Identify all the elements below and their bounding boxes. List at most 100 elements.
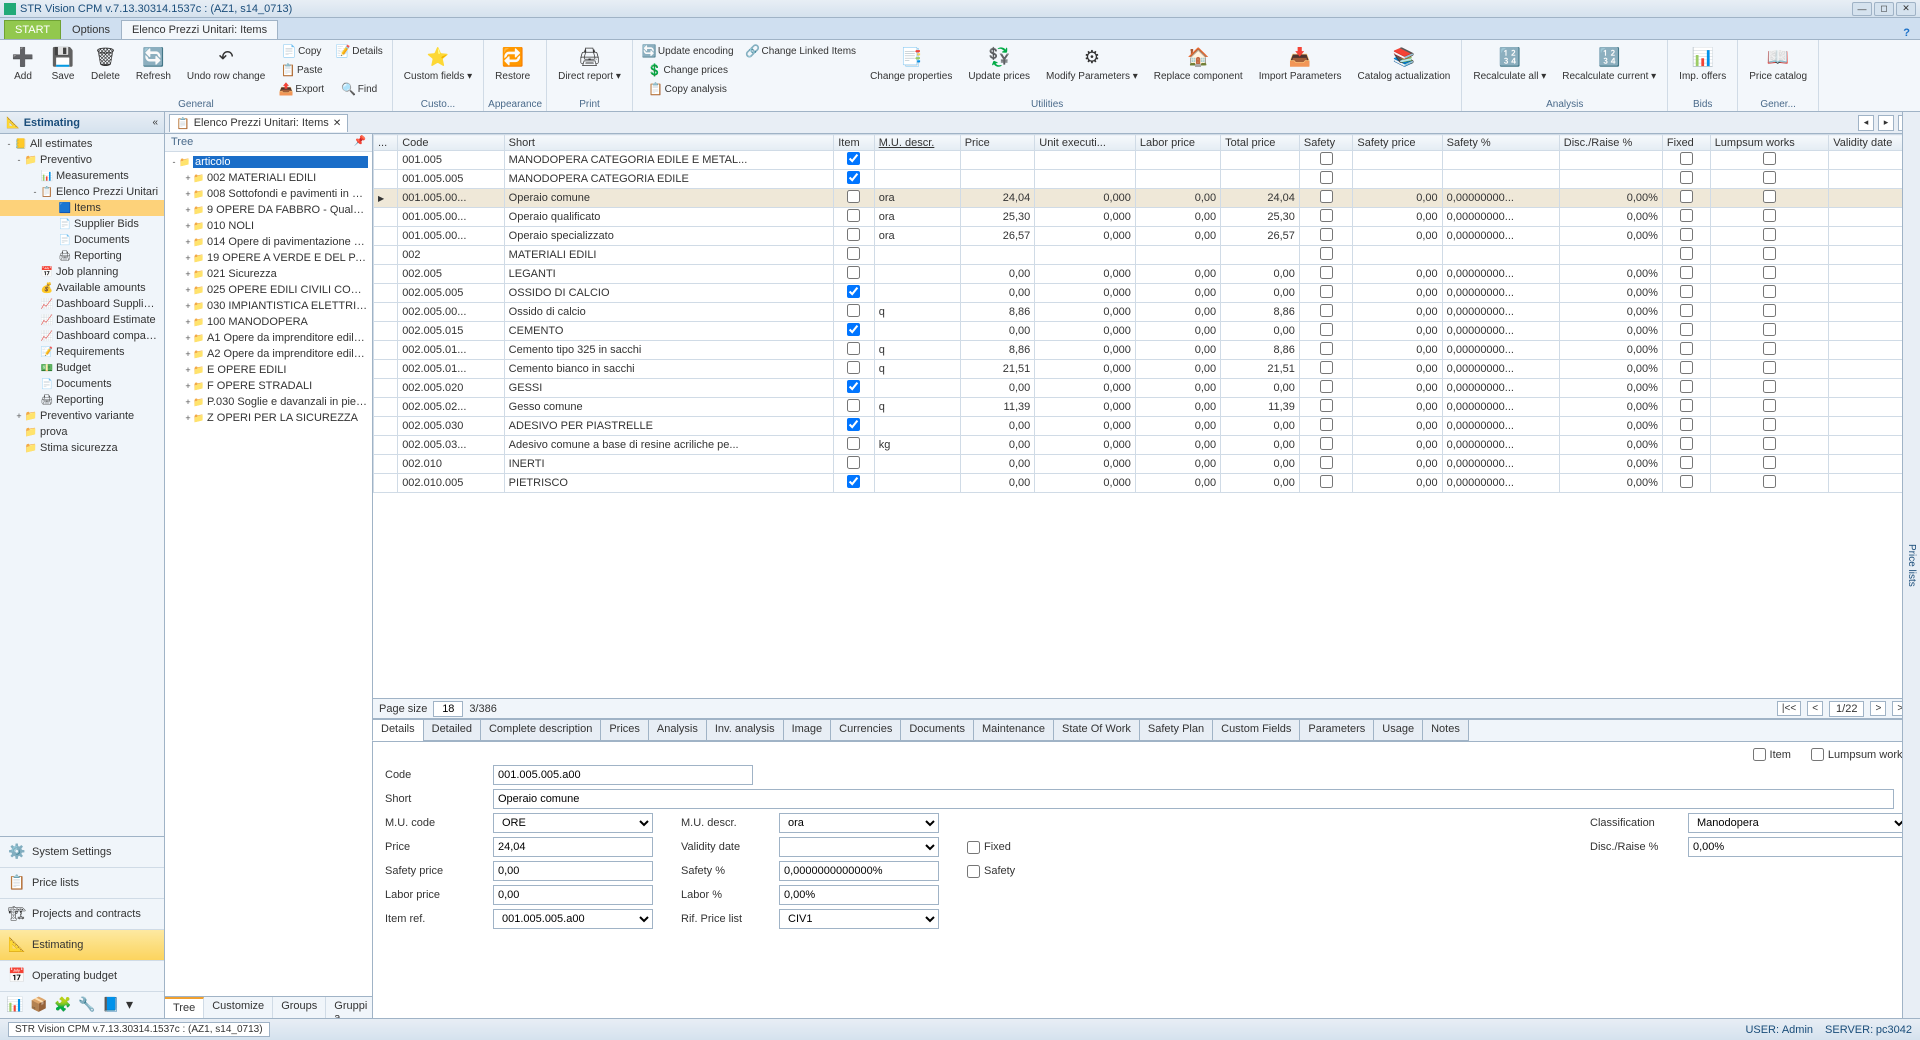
update-encoding-button[interactable]: 🔄Update encoding	[637, 42, 739, 60]
import-params-button[interactable]: 📥Import Parameters	[1252, 42, 1349, 85]
nav-tree-node[interactable]: 📈Dashboard comparison	[0, 328, 164, 344]
right-strip[interactable]: Price lists	[1902, 112, 1920, 1018]
labor-pct-input[interactable]	[779, 885, 939, 905]
grid-row[interactable]: 002.010INERTI0,000,0000,000,000,000,0000…	[374, 455, 1920, 474]
nav-bottom-button[interactable]: ⚙️System Settings	[0, 837, 164, 868]
pager-first-button[interactable]: |<<	[1777, 701, 1801, 716]
detail-tab[interactable]: Inv. analysis	[706, 720, 784, 741]
nav-strip-icon[interactable]: 🧩	[54, 996, 72, 1014]
collapse-leftnav-icon[interactable]: «	[152, 117, 158, 128]
copy-analysis-button[interactable]: 📋Copy analysis	[637, 80, 739, 98]
catalog-act-button[interactable]: 📚Catalog actualization	[1351, 42, 1458, 85]
change-linked-button[interactable]: 🔗Change Linked Items	[741, 42, 862, 60]
fixed-checkbox[interactable]: Fixed	[967, 841, 1011, 854]
pager-prev-button[interactable]: <	[1807, 701, 1823, 716]
item-checkbox[interactable]: Item	[1753, 748, 1791, 761]
nav-tree-node[interactable]: 📅Job planning	[0, 264, 164, 280]
detail-tab[interactable]: Maintenance	[973, 720, 1054, 741]
nav-bottom-button[interactable]: 🏗Projects and contracts	[0, 899, 164, 930]
export-button[interactable]: 📤Export	[274, 80, 329, 98]
tree-node[interactable]: -📁articolo	[165, 154, 372, 170]
grid-header[interactable]: Code	[398, 135, 504, 151]
grid-row[interactable]: 002.005.020GESSI0,000,0000,000,000,000,0…	[374, 379, 1920, 398]
nav-bottom-button[interactable]: 📅Operating budget	[0, 961, 164, 992]
grid-header[interactable]: Labor price	[1135, 135, 1220, 151]
nav-tree-node[interactable]: 📈Dashboard Estimate	[0, 312, 164, 328]
add-button[interactable]: ➕Add	[4, 42, 42, 85]
detail-tab[interactable]: Parameters	[1299, 720, 1374, 741]
mu-descr-select[interactable]: ora	[779, 813, 939, 833]
tree-node[interactable]: +📁100 MANODOPERA	[165, 314, 372, 330]
find-button[interactable]: 🔍Find	[331, 80, 388, 98]
safety-price-input[interactable]	[493, 861, 653, 881]
nav-tree-node[interactable]: 📁Stima sicurezza	[0, 440, 164, 456]
tree-tab[interactable]: Groups	[273, 997, 326, 1018]
tree-node[interactable]: +📁008 Sottofondi e pavimenti in cemento	[165, 186, 372, 202]
grid-header[interactable]: Lumpsum works	[1710, 135, 1829, 151]
tree-node[interactable]: +📁025 OPERE EDILI CIVILI CON ANALISI	[165, 282, 372, 298]
imp-offers-button[interactable]: 📊Imp. offers	[1672, 42, 1733, 85]
detail-tab[interactable]: Details	[372, 720, 424, 741]
nav-tree-node[interactable]: 🖨Reporting	[0, 248, 164, 264]
grid-row[interactable]: 001.005.00...Operaio qualificatoora25,30…	[374, 208, 1920, 227]
grid-header[interactable]: Item	[834, 135, 874, 151]
validity-select[interactable]	[779, 837, 939, 857]
detail-tab[interactable]: Complete description	[480, 720, 601, 741]
tree-node[interactable]: +📁002 MATERIALI EDILI	[165, 170, 372, 186]
recalc-all-button[interactable]: 🔢Recalculate all ▾	[1466, 42, 1553, 85]
paste-button[interactable]: 📋Paste	[274, 61, 329, 79]
grid-header[interactable]: Price	[960, 135, 1035, 151]
copy-button[interactable]: 📄Copy	[274, 42, 329, 60]
nav-tree-node[interactable]: 📄Documents	[0, 232, 164, 248]
grid-header[interactable]: Safety price	[1353, 135, 1442, 151]
detail-tab[interactable]: Image	[783, 720, 832, 741]
grid-row[interactable]: 002.005.03...Adesivo comune a base di re…	[374, 436, 1920, 455]
grid-row[interactable]: 002.005.015CEMENTO0,000,0000,000,000,000…	[374, 322, 1920, 341]
classification-select[interactable]: Manodopera	[1688, 813, 1908, 833]
grid-row[interactable]: 002.005.00...Ossido di calcioq8,860,0000…	[374, 303, 1920, 322]
tree-node[interactable]: +📁A1 Opere da imprenditore edile: nu...	[165, 330, 372, 346]
details-button[interactable]: 📝Details	[331, 42, 388, 60]
nav-bottom-button[interactable]: 📋Price lists	[0, 868, 164, 899]
grid-row[interactable]: 002.005.02...Gesso comuneq11,390,0000,00…	[374, 398, 1920, 417]
tree-tab[interactable]: Gruppi a	[326, 997, 376, 1018]
nav-strip-icon[interactable]: ▾	[126, 996, 144, 1014]
grid-row[interactable]: 002.005.030ADESIVO PER PIASTRELLE0,000,0…	[374, 417, 1920, 436]
nav-tree-node[interactable]: +📁Preventivo variante	[0, 408, 164, 424]
recalc-cur-button[interactable]: 🔢Recalculate current ▾	[1555, 42, 1663, 85]
help-icon[interactable]: ?	[1903, 27, 1910, 39]
nav-tree-node[interactable]: -📁Preventivo	[0, 152, 164, 168]
grid[interactable]: ...CodeShortItemM.U. descr.PriceUnit exe…	[373, 134, 1920, 698]
direct-report-button[interactable]: 🖨Direct report ▾	[551, 42, 628, 85]
detail-tab[interactable]: Custom Fields	[1212, 720, 1300, 741]
grid-header[interactable]: Safety	[1299, 135, 1352, 151]
detail-tab[interactable]: Documents	[900, 720, 974, 741]
grid-header[interactable]: Unit executi...	[1035, 135, 1136, 151]
tab-active[interactable]: Elenco Prezzi Unitari: Items	[121, 20, 278, 39]
grid-row[interactable]: 002MATERIALI EDILI	[374, 246, 1920, 265]
grid-row[interactable]: 001.005.005MANODOPERA CATEGORIA EDILE	[374, 170, 1920, 189]
document-tab[interactable]: 📋 Elenco Prezzi Unitari: Items ✕	[169, 114, 348, 132]
short-input[interactable]	[493, 789, 1894, 809]
nav-strip-icon[interactable]: 🔧	[78, 996, 96, 1014]
custom-fields-button[interactable]: ⭐Custom fields ▾	[397, 42, 479, 85]
code-input[interactable]	[493, 765, 753, 785]
nav-strip-icon[interactable]: 📘	[102, 996, 120, 1014]
detail-tab[interactable]: Usage	[1373, 720, 1423, 741]
delete-button[interactable]: 🗑Delete	[84, 42, 127, 85]
grid-header[interactable]: Safety %	[1442, 135, 1559, 151]
nav-tree-node[interactable]: 📝Requirements	[0, 344, 164, 360]
nav-strip-icon[interactable]: 📊	[6, 996, 24, 1014]
tab-prev-icon[interactable]: ◂	[1858, 115, 1874, 131]
rif-select[interactable]: CIV1	[779, 909, 939, 929]
mu-code-select[interactable]: ORE	[493, 813, 653, 833]
nav-tree-node[interactable]: -📒All estimates	[0, 136, 164, 152]
tab-options[interactable]: Options	[61, 20, 121, 39]
grid-row[interactable]: 002.005.01...Cemento tipo 325 in sacchiq…	[374, 341, 1920, 360]
nav-tree-node[interactable]: 🟦Items	[0, 200, 164, 216]
grid-header[interactable]: M.U. descr.	[874, 135, 960, 151]
save-button[interactable]: 💾Save	[44, 42, 82, 85]
refresh-button[interactable]: 🔄Refresh	[129, 42, 178, 85]
nav-bottom-button[interactable]: 📐Estimating	[0, 930, 164, 961]
item-ref-select[interactable]: 001.005.005.a00	[493, 909, 653, 929]
